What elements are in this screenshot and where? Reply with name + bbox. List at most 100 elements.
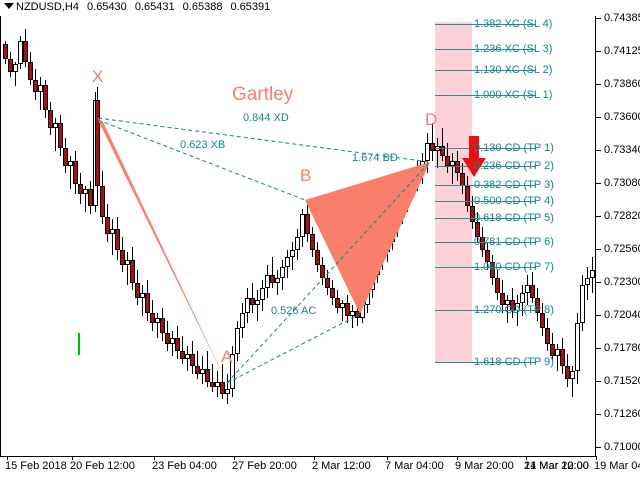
candle-body-bullish — [83, 188, 88, 194]
candle-body-bearish — [305, 214, 310, 235]
candle-body-bullish — [525, 285, 530, 293]
time-axis-label: 15 Feb 2018 — [5, 460, 67, 472]
candle-body-bullish — [290, 249, 295, 258]
candle-body-bullish — [505, 300, 510, 306]
price-tick — [596, 381, 601, 382]
candle-body-bearish — [315, 249, 320, 265]
candle-body-bearish — [485, 249, 490, 263]
take-profit-line — [435, 166, 536, 167]
price-tick — [596, 414, 601, 415]
take-profit-line — [435, 185, 536, 186]
price-tick — [596, 249, 601, 250]
take-profit-line — [435, 362, 536, 363]
sell-signal-arrow-down-icon — [462, 136, 486, 177]
candle-wick — [187, 346, 188, 372]
candle-body-bullish — [555, 348, 560, 357]
candle-body-bearish — [48, 110, 53, 128]
pattern-point-b: B — [300, 166, 312, 185]
candle-wick — [157, 313, 158, 339]
candle-body-bullish — [260, 287, 265, 301]
candle-body-bearish — [130, 259, 135, 283]
take-profit-label: 0.500 CD (TP 4) — [474, 195, 554, 207]
candle-body-bullish — [380, 252, 385, 260]
candle-wick — [442, 127, 443, 161]
candle-wick — [55, 117, 56, 151]
candle-body-bearish — [440, 145, 445, 156]
candle-body-bullish — [295, 236, 300, 250]
ratio-label-ac: 0.526 AC — [271, 305, 317, 317]
pattern-point-c: C — [354, 277, 367, 296]
time-tick — [526, 456, 527, 460]
price-axis-label: 0.73080 — [604, 177, 640, 189]
candle-body-bearish — [175, 338, 180, 352]
price-tick — [596, 216, 601, 217]
green-marker — [78, 333, 80, 356]
time-axis-label: 14 Mar 12:00 — [524, 460, 589, 472]
chart-bottom-border — [0, 456, 596, 457]
candle-body-bullish — [53, 122, 58, 128]
candle-body-bullish — [400, 201, 405, 217]
candle-body-bullish — [520, 292, 525, 303]
stop-loss-line — [435, 70, 536, 71]
quote-low: 0.65388 — [182, 1, 223, 13]
candle-wick — [437, 137, 438, 169]
price-tick — [596, 183, 601, 184]
candle-wick — [112, 219, 113, 255]
price-axis-label: 0.74125 — [604, 45, 640, 57]
candle-wick — [432, 122, 433, 161]
price-axis-label: 0.71520 — [604, 375, 640, 387]
triangle-down-icon[interactable] — [4, 3, 14, 9]
quote-open: 0.65430 — [87, 1, 127, 13]
price-tick — [596, 18, 601, 19]
take-profit-label: 1.618 CD (TP 9) — [474, 356, 554, 368]
candle-body-bearish — [455, 160, 460, 174]
candle-body-bullish — [68, 160, 73, 166]
take-profit-line — [435, 267, 536, 268]
candle-body-bullish — [225, 389, 230, 395]
candle-body-bullish — [585, 277, 590, 286]
take-profit-line — [435, 218, 536, 219]
price-tick — [596, 348, 601, 349]
candle-body-bearish — [530, 285, 535, 298]
pattern-point-x: X — [92, 67, 104, 86]
take-profit-line — [435, 148, 536, 149]
candle-body-bearish — [540, 313, 545, 329]
quote-bar: NZDUSD,H4 0.65430 0.65431 0.65388 0.6539… — [0, 0, 640, 16]
candle-wick — [15, 61, 16, 86]
candle-body-bullish — [405, 188, 410, 202]
candle-body-bearish — [565, 366, 570, 380]
ratio-label-xb: 0.623 XB — [180, 139, 226, 151]
candle-body-bearish — [495, 277, 500, 293]
candle-body-bearish — [545, 328, 550, 344]
pattern-line-ad — [226, 161, 431, 384]
take-profit-line — [435, 201, 536, 202]
candle-body-bearish — [8, 59, 13, 72]
stop-loss-label: 1.130 XC (SL 2) — [474, 64, 553, 76]
candle-body-bearish — [310, 234, 315, 250]
take-profit-line — [435, 310, 536, 311]
candle-body-bearish — [465, 186, 470, 207]
pattern-point-d: D — [425, 110, 438, 129]
candle-body-bullish — [390, 226, 395, 242]
take-profit-label: 0.618 CD (TP 5) — [474, 212, 554, 224]
candle-body-bearish — [480, 236, 485, 250]
candle-body-bullish — [255, 300, 260, 306]
candle-wick — [557, 343, 558, 372]
candle-body-bearish — [160, 318, 165, 334]
candle-body-bearish — [550, 343, 555, 357]
price-axis-label: 0.73340 — [604, 144, 640, 156]
stop-loss-line — [435, 95, 536, 96]
take-profit-label: 0.236 CD (TP 2) — [474, 160, 554, 172]
candle-body-bearish — [78, 183, 83, 194]
candle-body-bullish — [375, 259, 380, 275]
time-axis-label: 23 Feb 04:00 — [152, 460, 217, 472]
time-axis-label: 21 Mar 20:00 — [524, 460, 589, 472]
candle-body-bearish — [33, 79, 38, 93]
take-profit-label: 0.781 CD (TP 6) — [474, 236, 554, 248]
price-tick — [596, 51, 601, 52]
candle-body-bullish — [235, 328, 240, 354]
candle-body-bearish — [475, 221, 480, 237]
candle-body-bullish — [420, 160, 425, 171]
price-tick — [596, 84, 601, 85]
